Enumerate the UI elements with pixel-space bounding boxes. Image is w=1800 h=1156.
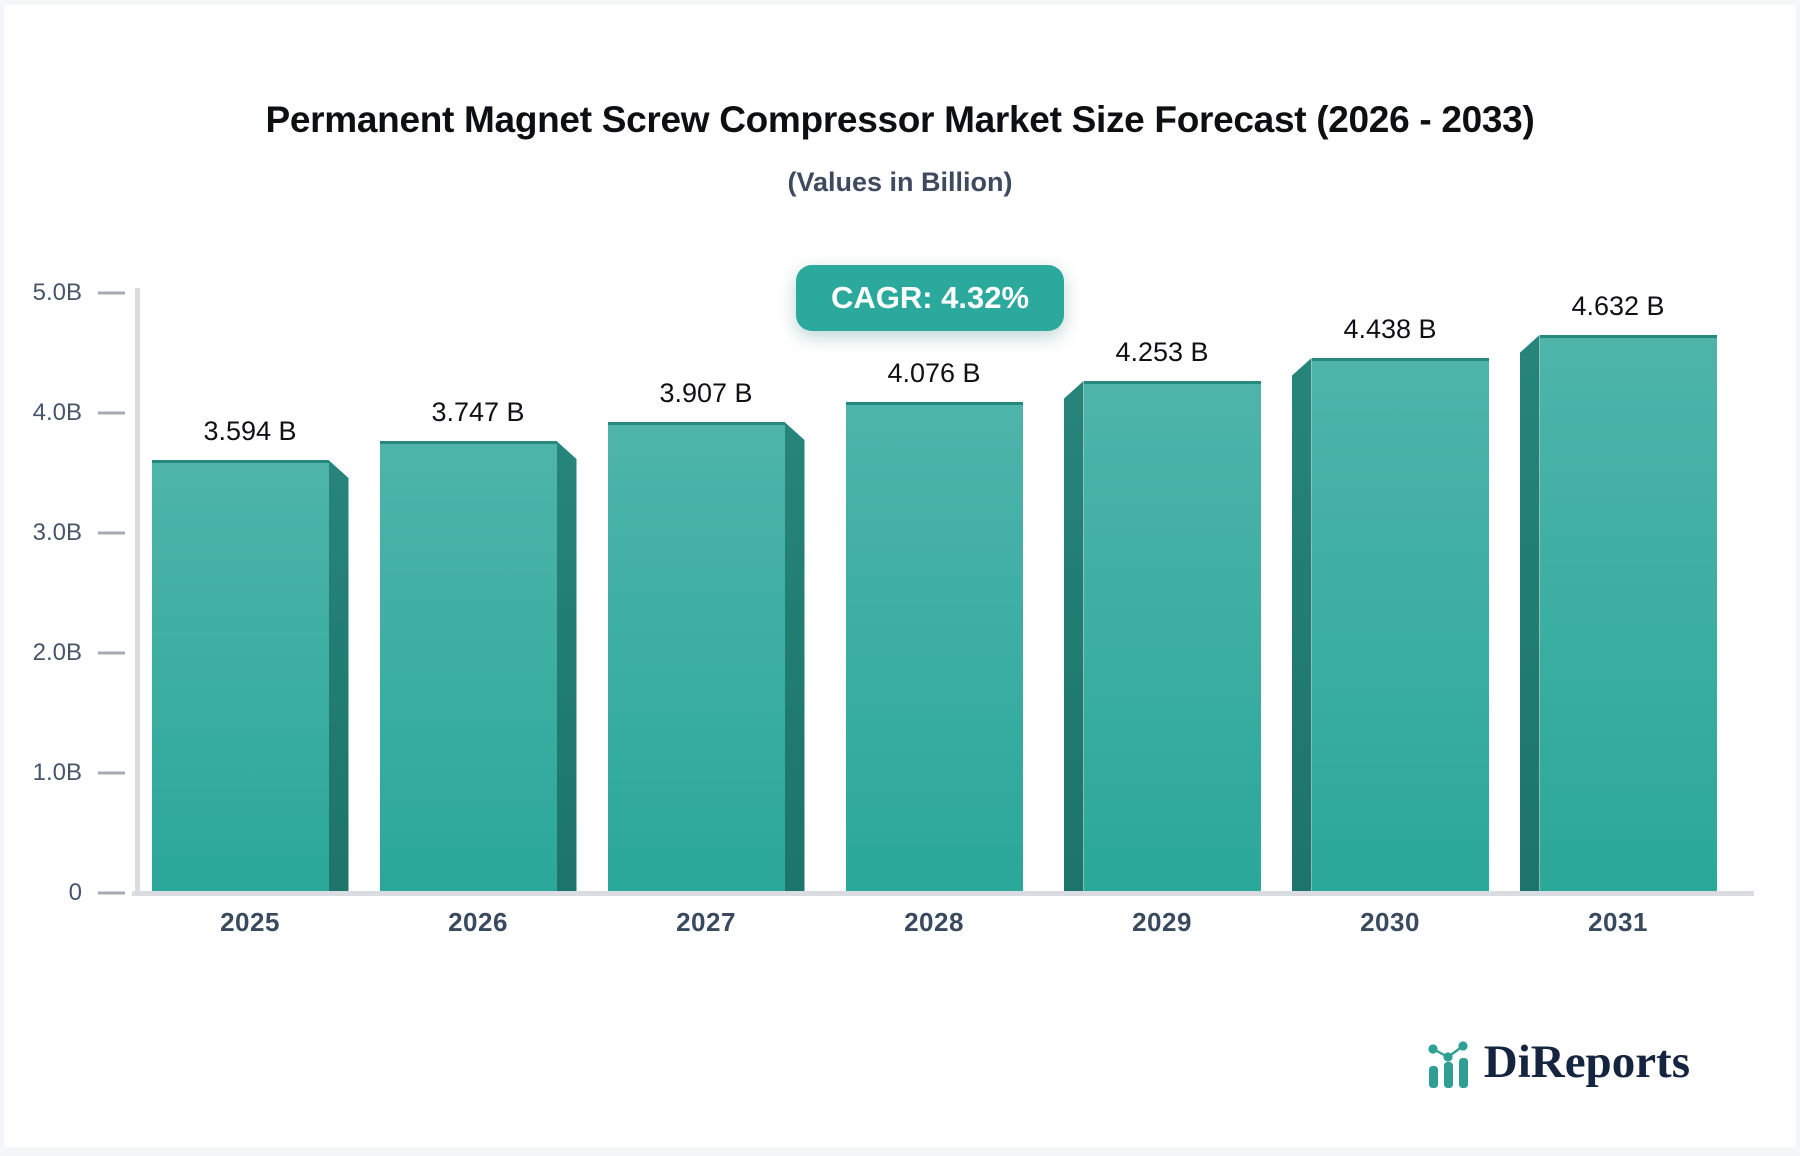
bar-value-label: 3.907 B xyxy=(659,378,753,408)
bar-value-label: 3.594 B xyxy=(203,416,297,446)
y-axis-tick-label: 1.0B xyxy=(32,759,82,786)
bar-3d-side-2029 xyxy=(1063,381,1084,891)
bar-value-label: 4.076 B xyxy=(887,358,981,388)
y-axis-tick-mark xyxy=(98,291,125,295)
y-axis-tick-label: 4.0B xyxy=(32,399,82,426)
y-axis-tick-mark xyxy=(98,411,125,415)
x-axis-label-2028: 2028 xyxy=(904,907,964,937)
bar-3d-side-2027 xyxy=(784,422,805,891)
x-axis-label-2025: 2025 xyxy=(220,907,280,937)
x-axis-label-2031: 2031 xyxy=(1588,907,1648,937)
x-axis-label-2026: 2026 xyxy=(448,907,508,937)
y-axis-line xyxy=(135,288,140,896)
bar-3d-side-2030 xyxy=(1291,358,1312,891)
bar-value-label: 4.253 B xyxy=(1115,337,1209,367)
bar-3d-side-2031 xyxy=(1519,335,1540,891)
cagr-badge: CAGR: 4.32% xyxy=(796,265,1064,331)
bar-3d-side-2025 xyxy=(328,460,349,891)
bar-value-label: 4.632 B xyxy=(1571,291,1665,321)
y-axis-tick-mark xyxy=(98,531,125,535)
y-axis-tick-label: 2.0B xyxy=(32,639,82,666)
x-axis-label-2029: 2029 xyxy=(1132,907,1192,937)
x-axis-label-2030: 2030 xyxy=(1360,907,1420,937)
y-axis-tick-mark xyxy=(98,651,125,655)
bar-2031 xyxy=(1539,335,1717,891)
brand-logo-text: DiReports xyxy=(1483,1036,1690,1089)
y-axis-tick-label: 0 xyxy=(68,879,82,906)
bar-chart-logo-icon xyxy=(1428,1041,1468,1088)
bar-2028 xyxy=(845,402,1023,891)
bar-value-label: 4.438 B xyxy=(1343,314,1437,344)
chart-card: Permanent Magnet Screw Compressor Market… xyxy=(4,5,1796,1147)
y-axis-tick-mark xyxy=(98,891,125,895)
y-axis-tick-label: 3.0B xyxy=(32,519,82,546)
bar-value-label: 3.747 B xyxy=(431,397,525,427)
bar-2026 xyxy=(379,441,557,891)
bar-2030 xyxy=(1311,358,1489,891)
plot-area: 5.0B 4.0B 3.0B 2.0B 1.0B 0 3.594 B 2025 3.747 B 2… xyxy=(4,5,1800,1156)
bar-2027 xyxy=(607,422,785,891)
bar-2029 xyxy=(1083,381,1261,891)
bar-2025 xyxy=(151,460,329,891)
x-axis-label-2027: 2027 xyxy=(676,907,736,937)
y-axis-tick-label: 5.0B xyxy=(32,279,82,306)
brand-logo: DiReports xyxy=(1426,1031,1690,1089)
chart-title: Permanent Magnet Screw Compressor Market… xyxy=(265,99,1535,140)
y-axis-tick-mark xyxy=(98,771,125,775)
x-axis-line xyxy=(132,891,1754,896)
chart-subtitle: (Values in Billion) xyxy=(787,167,1013,197)
bar-3d-side-2026 xyxy=(556,441,577,891)
cagr-badge-label: CAGR: 4.32% xyxy=(830,280,1030,315)
